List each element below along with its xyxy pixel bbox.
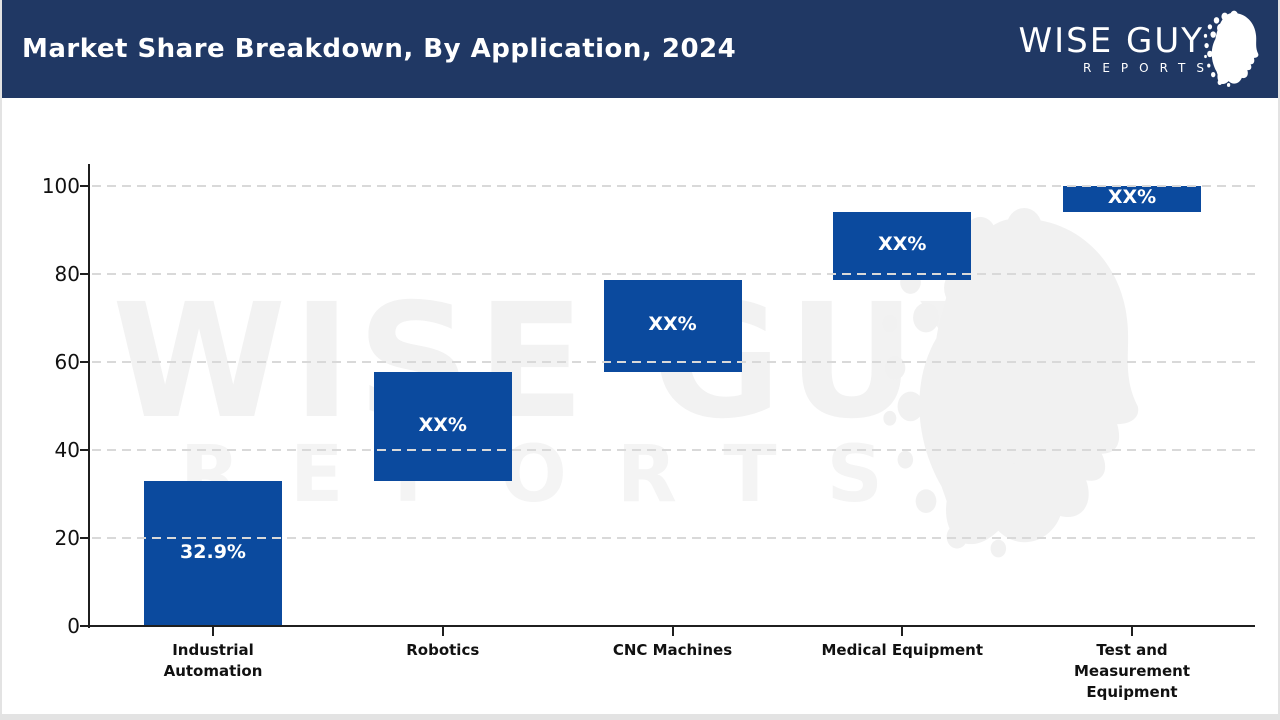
gridline-60 — [92, 361, 1255, 363]
bar-segment-4 — [1063, 186, 1201, 212]
category-label-line: Industrial — [172, 641, 254, 659]
x-tickmark-3 — [901, 627, 904, 636]
category-label-line: Measurement — [1073, 662, 1191, 680]
category-label-2: CNC Machines — [553, 640, 793, 661]
gridline-100 — [92, 185, 1255, 187]
gridline-20 — [92, 537, 1255, 539]
gridline-40 — [92, 449, 1255, 451]
category-label-0: Industrial Automation — [93, 640, 333, 682]
bar-segment-3 — [833, 211, 972, 280]
bar-value-label-0: 32.9% — [180, 540, 246, 563]
category-label-line: Test and — [1096, 641, 1168, 659]
category-label-line: CNC Machines — [612, 641, 733, 659]
watermark-reports: REPORTS — [180, 430, 933, 520]
y-tickmark-100 — [80, 185, 90, 187]
y-tickmark-0 — [80, 625, 90, 627]
x-tickmark-0 — [212, 627, 214, 636]
footer-strip — [2, 714, 1278, 720]
logo: WISE GUY REPORTS — [1016, 6, 1266, 94]
y-tick-label-100: 100 — [41, 174, 80, 198]
bar-segment-0 — [144, 481, 282, 626]
logo-wordmark: WISE GUY — [1018, 21, 1204, 61]
y-tickmark-20 — [80, 537, 90, 539]
bar-segment-1 — [373, 372, 512, 482]
y-tick-label-0: 0 — [67, 614, 80, 638]
y-tick-label-20: 20 — [54, 526, 80, 550]
y-axis-line — [88, 164, 90, 628]
logo-text: WISE GUY REPORTS — [1018, 24, 1204, 75]
category-label-line: Medical Equipment — [821, 641, 984, 659]
page-title: Market Share Breakdown, By Application, … — [22, 34, 737, 64]
bar-value-label-1: XX% — [418, 413, 467, 436]
bar-segment-2 — [603, 279, 742, 373]
logo-head-icon — [1203, 10, 1259, 87]
category-label-3: Medical Equipment — [782, 640, 1022, 661]
category-label-line: Robotics — [406, 641, 480, 659]
category-label-line: Equipment — [1086, 683, 1178, 701]
category-label-4: Test and Measurement Equipment — [1012, 640, 1252, 703]
gridline-80 — [92, 273, 1255, 275]
bar-value-label-4: XX% — [1107, 185, 1157, 208]
x-tickmark-1 — [441, 627, 444, 636]
y-tick-label-80: 80 — [54, 262, 80, 286]
logo-reports: REPORTS — [1082, 61, 1215, 75]
y-tickmark-40 — [80, 449, 90, 451]
y-tickmark-80 — [80, 273, 90, 275]
x-tickmark-2 — [671, 627, 674, 636]
y-tick-label-40: 40 — [54, 438, 80, 462]
y-tickmark-60 — [80, 361, 90, 363]
header-band: Market Share Breakdown, By Application, … — [2, 0, 1278, 98]
bar-value-label-3: XX% — [878, 232, 927, 255]
x-tickmark-4 — [1131, 627, 1133, 636]
y-tick-label-60: 60 — [54, 350, 80, 374]
category-label-1: Robotics — [323, 640, 563, 661]
x-axis-line — [88, 625, 1255, 627]
bar-value-label-2: XX% — [648, 312, 697, 335]
category-label-line: Automation — [163, 662, 263, 680]
